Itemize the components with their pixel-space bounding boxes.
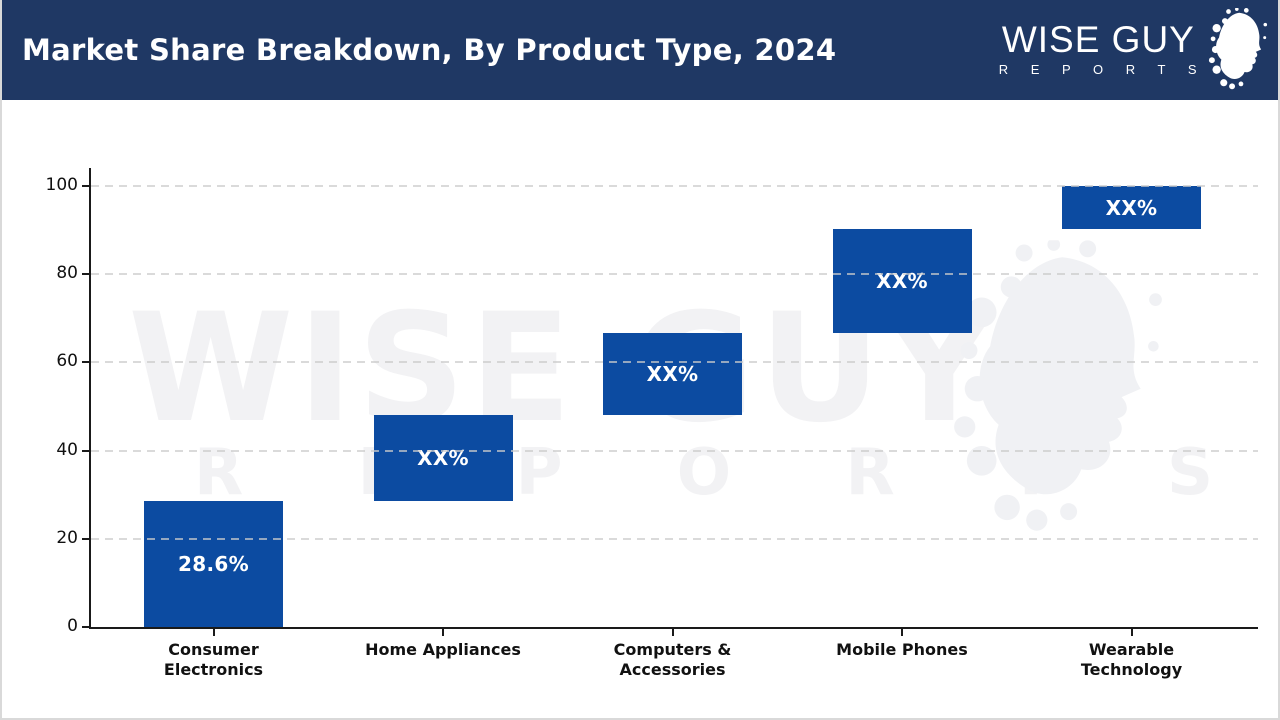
y-axis-line	[89, 168, 91, 629]
bar-wearable-technology: XX%	[1062, 186, 1201, 230]
y-tick-mark-80	[82, 273, 89, 276]
gridline-40	[91, 449, 1258, 452]
category-label-home-appliances: Home Appliances	[351, 640, 535, 660]
watermark-head-icon	[952, 220, 1164, 568]
category-label-line: Home Appliances	[365, 640, 521, 659]
logo-name: WISE GUY	[1001, 19, 1195, 60]
y-tick-mark-0	[82, 626, 89, 628]
category-label-line: Accessories	[619, 660, 726, 679]
gridline-100	[91, 185, 1258, 187]
category-label-consumer-electronics: Consumer Electronics	[122, 640, 306, 680]
gridline-80	[91, 273, 1258, 276]
y-tick-mark-100	[82, 185, 89, 187]
x-tick-mark-wearable-technology	[1130, 629, 1133, 636]
bar-computers-accessories: XX%	[603, 333, 742, 416]
category-label-line: Electronics	[163, 660, 264, 679]
category-label-line: Consumer	[168, 640, 259, 659]
logo-head-icon	[1208, 8, 1268, 94]
wise-guy-reports-logo: WISE GUY R E P O R T S	[999, 5, 1268, 95]
bar-value-label: 28.6%	[178, 551, 249, 576]
gridline-60	[91, 361, 1258, 364]
category-label-mobile-phones: Mobile Phones	[810, 640, 994, 660]
x-tick-mark-mobile-phones	[901, 629, 903, 636]
logo-reports: R E P O R T S	[998, 62, 1206, 77]
x-tick-mark-consumer-electronics	[212, 629, 215, 636]
y-tick-mark-20	[82, 537, 89, 540]
category-label-line: Technology	[1080, 660, 1183, 679]
bar-home-appliances: XX%	[373, 415, 513, 501]
category-label-line: Mobile Phones	[836, 640, 968, 659]
y-tick-mark-40	[82, 449, 89, 452]
y-tick-label-60: 60	[56, 351, 78, 372]
y-tick-label-80: 80	[56, 263, 78, 284]
bar-consumer-electronics: 28.6%	[144, 500, 283, 627]
y-tick-label-0: 0	[67, 616, 78, 636]
gridline-20	[91, 537, 1258, 540]
x-tick-mark-computers-accessories	[671, 629, 674, 636]
y-tick-label-40: 40	[56, 439, 78, 460]
y-tick-label-100: 100	[45, 175, 78, 195]
category-label-computers-accessories: Computers & Accessories	[581, 640, 765, 680]
y-tick-mark-60	[82, 361, 89, 364]
category-label-wearable-technology: Wearable Technology	[1040, 640, 1224, 680]
x-tick-mark-home-appliances	[442, 629, 444, 636]
y-tick-label-20: 20	[56, 527, 78, 548]
bar-value-label: XX%	[646, 362, 699, 387]
header-bar: Market Share Breakdown, By Product Type,…	[2, 0, 1278, 100]
category-label-line: Wearable	[1088, 640, 1175, 659]
bar-mobile-phones: XX%	[832, 229, 972, 334]
bar-value-label: XX%	[1105, 195, 1158, 220]
x-axis-line	[89, 627, 1258, 629]
logo-text: WISE GUY R E P O R T S	[991, 19, 1206, 78]
category-label-line: Computers &	[613, 640, 732, 659]
page-title: Market Share Breakdown, By Product Type,…	[22, 33, 837, 67]
